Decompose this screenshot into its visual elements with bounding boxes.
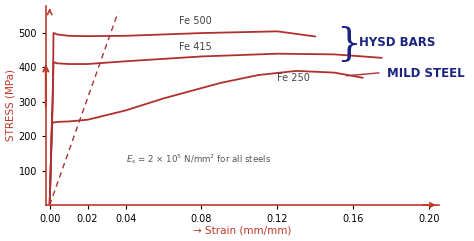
Text: MILD STEEL: MILD STEEL (387, 67, 465, 80)
Text: $\mathit{E_s}$ = 2 × 10$^5$ N/mm$^2$ for all steels: $\mathit{E_s}$ = 2 × 10$^5$ N/mm$^2$ for… (126, 152, 271, 166)
Text: }: } (336, 26, 361, 63)
X-axis label: → Strain (mm/mm): → Strain (mm/mm) (193, 225, 292, 235)
Text: Fe 250: Fe 250 (277, 73, 310, 83)
Text: HYSD BARS: HYSD BARS (359, 35, 436, 48)
Text: Fe 500: Fe 500 (179, 15, 211, 26)
Y-axis label: STRESS (MPa): STRESS (MPa) (6, 69, 16, 141)
Text: Fe 415: Fe 415 (179, 42, 211, 52)
